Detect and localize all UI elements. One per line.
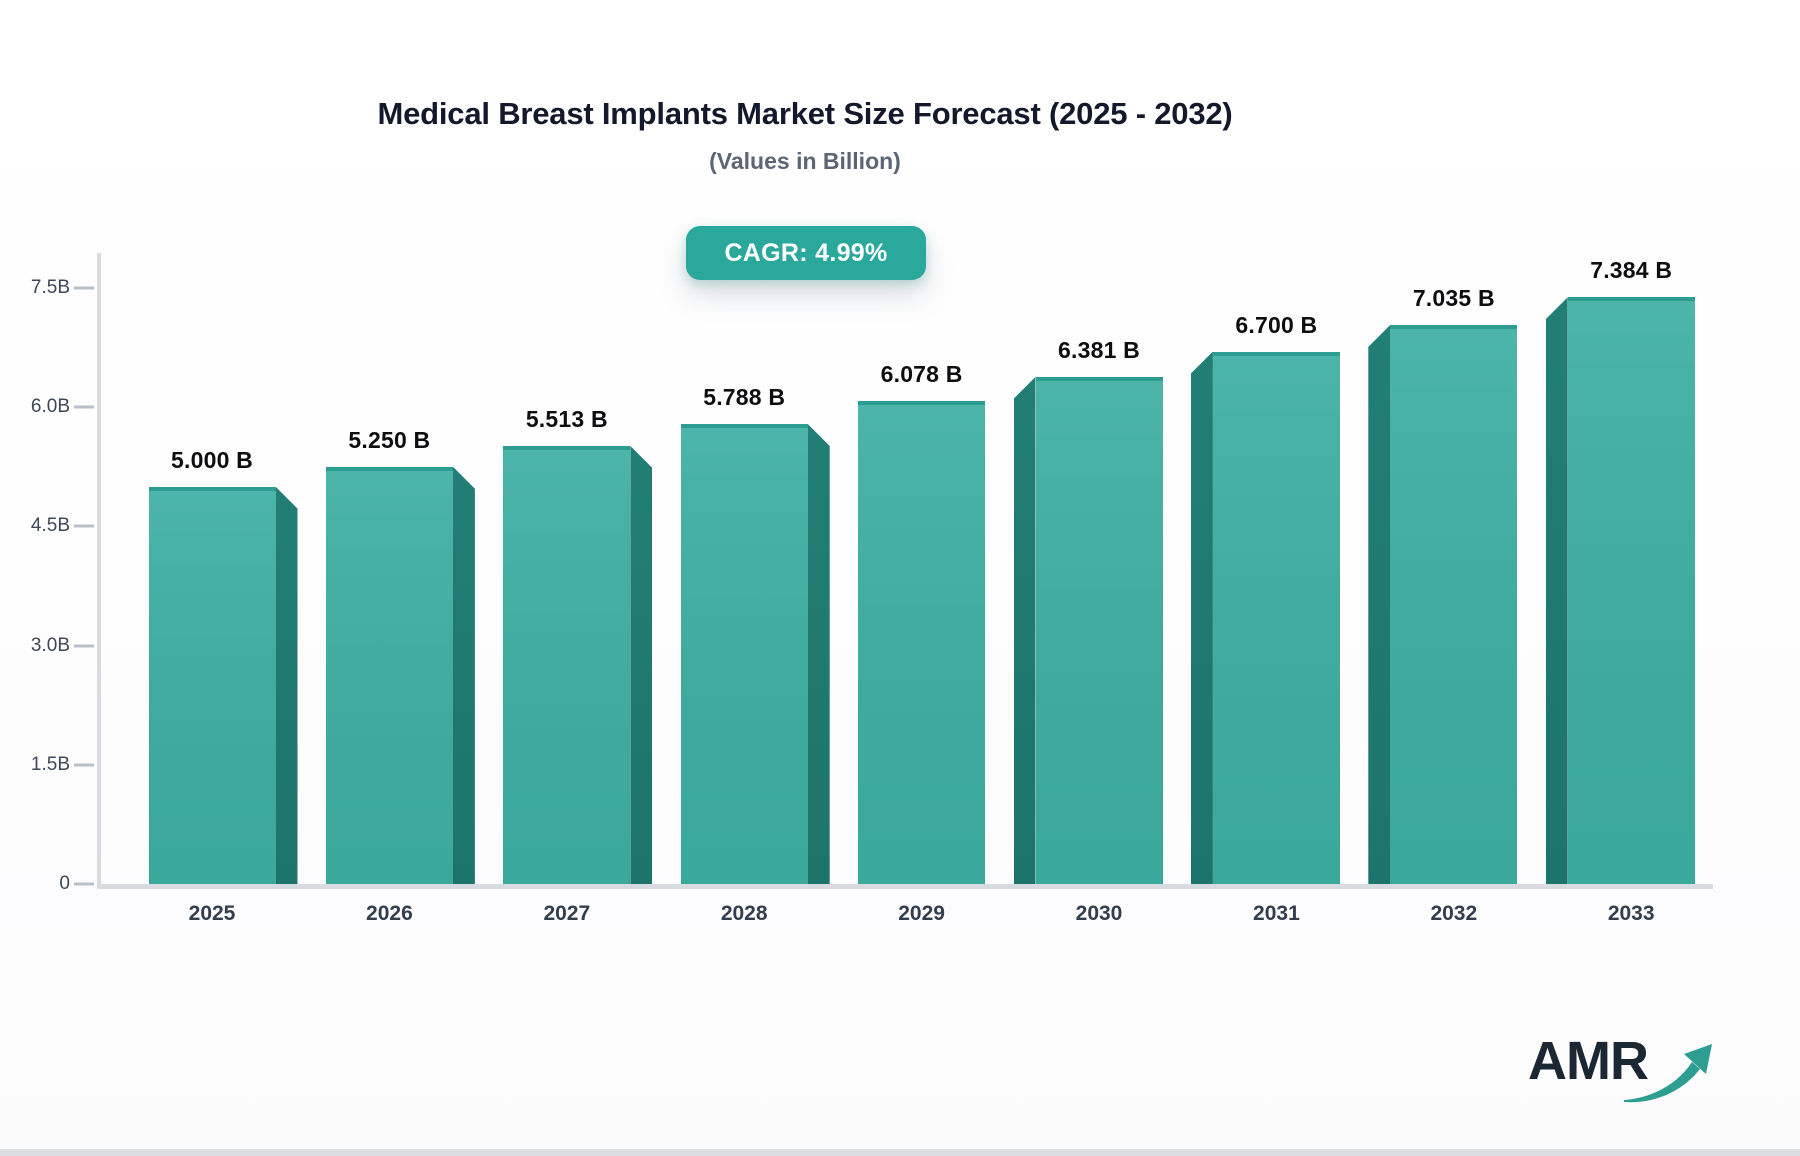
- y-axis-line: [97, 253, 101, 885]
- bar-2032: [1390, 324, 1518, 884]
- bar-value-label-2028: 5.788 B: [703, 384, 786, 411]
- bar-2033: [1567, 297, 1695, 884]
- bar-2033-side-shade: [1545, 297, 1568, 884]
- bar-2031: [1212, 351, 1340, 884]
- bar-2028: [680, 424, 808, 884]
- bar-2026-side-shade: [452, 466, 475, 884]
- bar-value-label-2030: 6.381 B: [1058, 336, 1140, 363]
- y-tick-mark: [74, 644, 94, 648]
- bar-2027-side-shade: [630, 445, 653, 884]
- y-tick-mark: [74, 882, 94, 886]
- bar-value-label-2029: 6.078 B: [880, 360, 963, 387]
- amr-logo-text: AMR: [1528, 1031, 1649, 1091]
- bar-2025: [148, 486, 276, 884]
- y-tick-label: 4.5B: [30, 515, 70, 537]
- x-tick-label-2033: 2033: [1607, 902, 1655, 925]
- bar-value-label-2031: 6.700 B: [1235, 311, 1318, 338]
- bar-2025-side-shade: [275, 486, 298, 884]
- x-tick-label-2027: 2027: [543, 902, 591, 925]
- x-tick-label-2031: 2031: [1253, 902, 1300, 925]
- bar-2028-side-shade: [807, 424, 830, 884]
- bar-value-label-2027: 5.513 B: [525, 405, 608, 432]
- bar-value-label-2025: 5.000 B: [171, 446, 253, 473]
- y-tick-mark: [74, 405, 94, 409]
- chart-title: Medical Breast Implants Market Size Fore…: [377, 96, 1233, 131]
- y-tick-label: 1.5B: [30, 753, 70, 775]
- bar-2031-side-shade: [1190, 351, 1213, 884]
- y-tick-mark: [74, 286, 94, 290]
- bottom-edge-divider: [0, 1149, 1800, 1156]
- x-tick-label-2029: 2029: [898, 902, 945, 925]
- bar-2026: [325, 466, 453, 884]
- x-axis-line: [97, 884, 1713, 889]
- bar-2032-side-shade: [1368, 324, 1391, 884]
- bar-value-label-2033: 7.384 B: [1590, 257, 1673, 284]
- x-tick-label-2032: 2032: [1430, 902, 1478, 925]
- y-tick-mark: [74, 763, 94, 767]
- bar-value-label-2026: 5.250 B: [348, 426, 431, 453]
- chart-subtitle: (Values in Billion): [709, 148, 901, 174]
- bar-2027: [503, 445, 631, 884]
- growth-arrow-icon: [1620, 1028, 1716, 1117]
- x-tick-label-2025: 2025: [188, 902, 236, 925]
- y-tick-label: 0: [59, 873, 70, 894]
- bar-2030: [1035, 376, 1163, 884]
- x-tick-label-2026: 2026: [366, 902, 413, 925]
- cagr-badge: CAGR: 4.99%: [686, 226, 926, 280]
- bar-value-label-2032: 7.035 B: [1412, 284, 1495, 311]
- y-tick-label: 3.0B: [30, 634, 70, 656]
- amr-logo: AMR: [1528, 1028, 1718, 1112]
- bar-2030-side-shade: [1013, 376, 1036, 884]
- y-tick-mark: [74, 524, 94, 528]
- x-tick-label-2030: 2030: [1075, 902, 1123, 925]
- y-tick-label: 7.5B: [30, 276, 70, 298]
- y-tick-label: 6.0B: [30, 396, 70, 418]
- bar-2029: [858, 400, 986, 884]
- x-tick-label-2028: 2028: [720, 902, 768, 925]
